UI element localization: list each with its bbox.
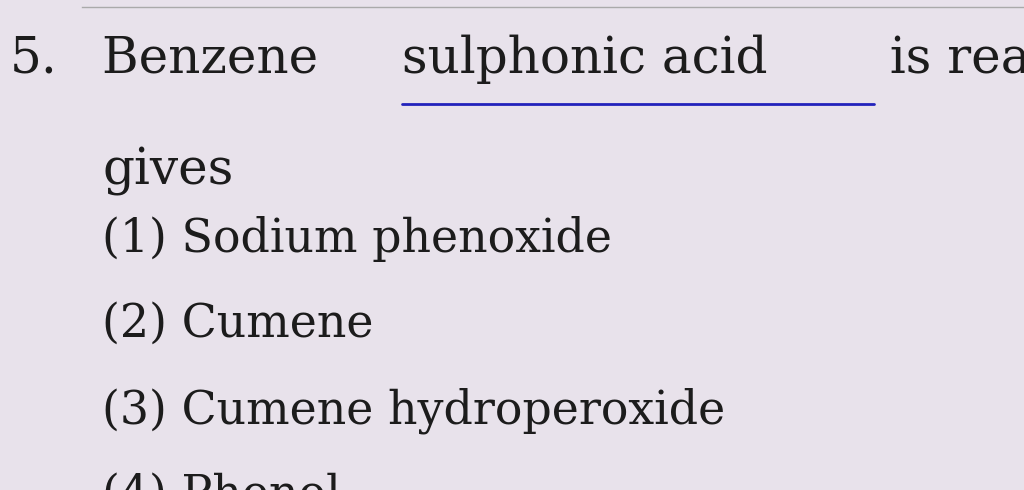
Text: (4) Phenol,: (4) Phenol, bbox=[102, 473, 355, 490]
Text: (2) Cumene: (2) Cumene bbox=[102, 301, 374, 346]
Text: 5.: 5. bbox=[10, 34, 58, 84]
Text: Benzene: Benzene bbox=[102, 34, 335, 84]
Text: gives: gives bbox=[102, 147, 233, 196]
Text: is reacted with NaOH/Δ: is reacted with NaOH/Δ bbox=[873, 34, 1024, 84]
Text: sulphonic acid: sulphonic acid bbox=[401, 34, 767, 84]
Text: (3) Cumene hydroperoxide: (3) Cumene hydroperoxide bbox=[102, 387, 726, 434]
Text: (1) Sodium phenoxide: (1) Sodium phenoxide bbox=[102, 216, 612, 262]
